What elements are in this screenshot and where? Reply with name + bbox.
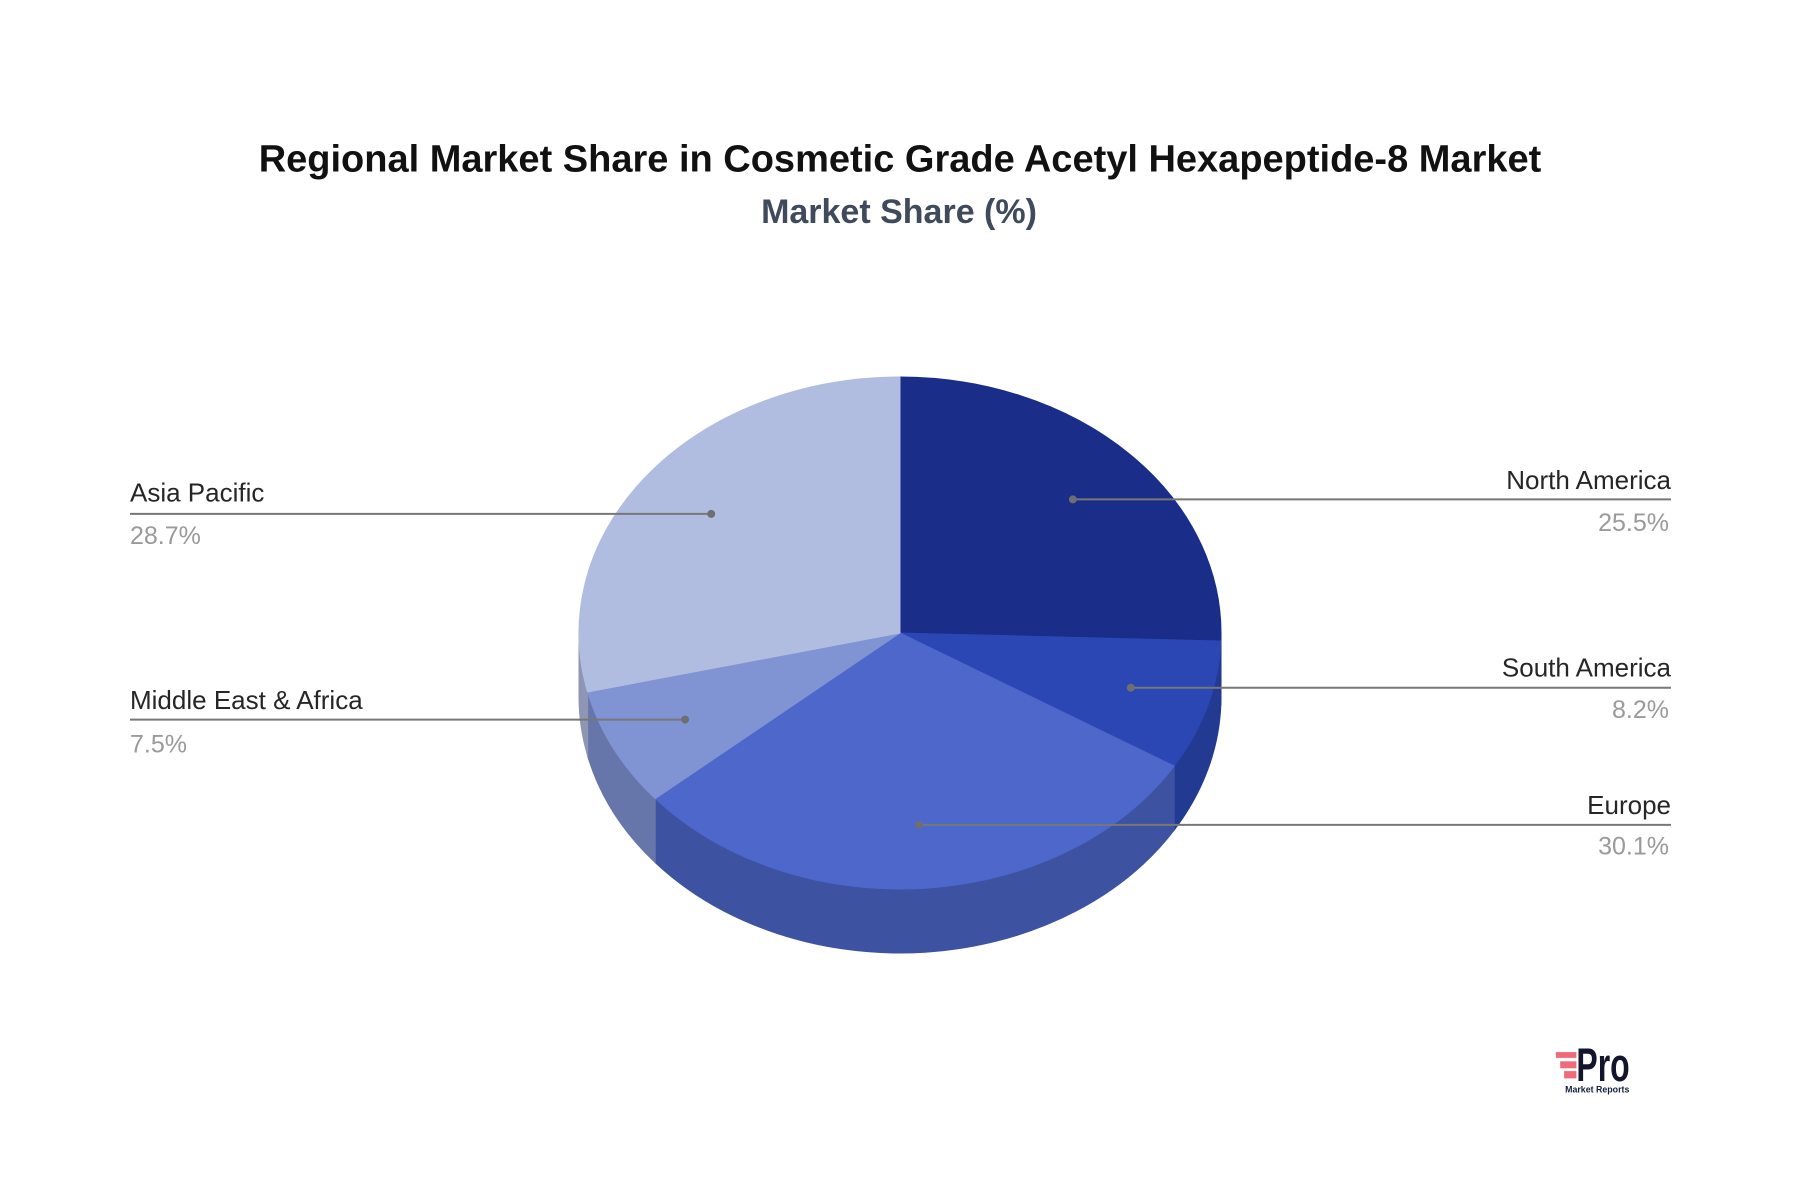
- svg-text:Asia Pacific: Asia Pacific: [130, 478, 264, 508]
- svg-text:25.5%: 25.5%: [1598, 509, 1669, 537]
- svg-text:Middle East & Africa: Middle East & Africa: [130, 685, 363, 715]
- svg-text:8.2%: 8.2%: [1612, 696, 1669, 724]
- svg-text:28.7%: 28.7%: [130, 522, 201, 550]
- svg-text:7.5%: 7.5%: [130, 731, 187, 759]
- svg-text:Europe: Europe: [1587, 790, 1671, 820]
- svg-text:Pro: Pro: [1576, 1039, 1629, 1092]
- svg-text:North America: North America: [1506, 465, 1671, 495]
- svg-text:Regional Market Share in Cosme: Regional Market Share in Cosmetic Grade …: [259, 139, 1542, 181]
- svg-text:30.1%: 30.1%: [1598, 832, 1669, 860]
- svg-text:Market Share (%): Market Share (%): [761, 193, 1037, 231]
- svg-text:South America: South America: [1502, 653, 1672, 683]
- svg-text:Market Reports: Market Reports: [1565, 1084, 1629, 1094]
